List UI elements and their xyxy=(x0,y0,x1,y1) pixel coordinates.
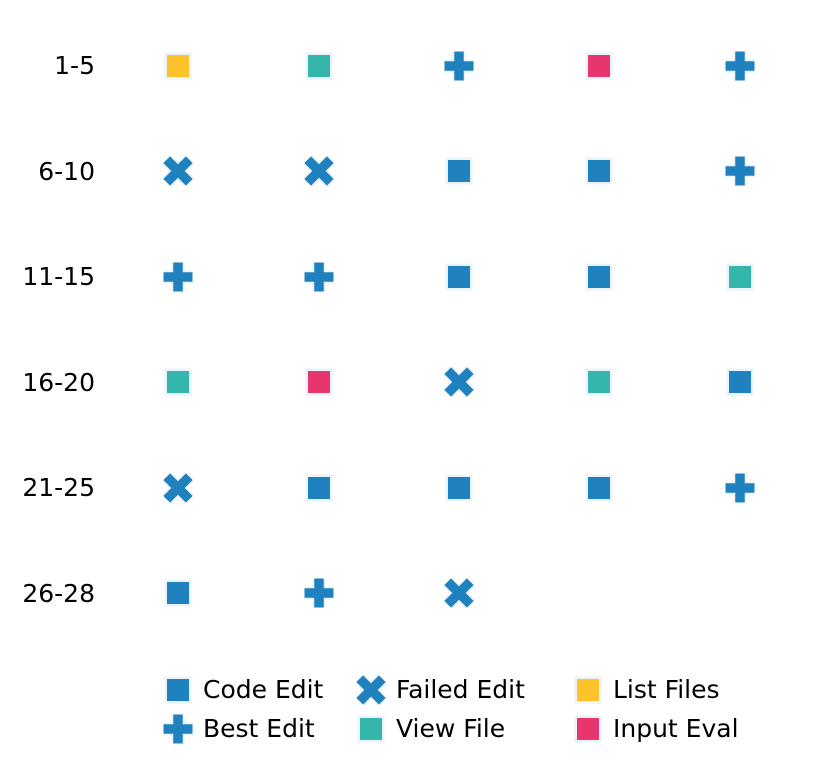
grid-cell xyxy=(529,435,669,541)
legend-label-list-files: List Files xyxy=(613,675,720,704)
grid-cell xyxy=(389,224,529,330)
view-file-square-icon xyxy=(164,368,192,396)
legend: Code Edit Failed Edit List Files Best Ed… xyxy=(0,670,825,748)
code-edit-square-icon xyxy=(445,474,473,502)
code-edit-square-icon xyxy=(585,263,613,291)
grid-cell xyxy=(248,330,388,436)
grid-cell xyxy=(248,224,388,330)
code-edit-square-icon xyxy=(585,474,613,502)
grid-row-16-20: 16-20 xyxy=(0,330,825,436)
row-label: 6-10 xyxy=(38,156,95,186)
best-edit-plus-icon xyxy=(725,156,755,186)
view-file-square-icon xyxy=(305,52,333,80)
row-label: 11-15 xyxy=(22,262,95,292)
input-eval-square-icon xyxy=(305,368,333,396)
view-file-square-icon xyxy=(726,263,754,291)
grid-cell xyxy=(248,13,388,119)
code-edit-square-icon xyxy=(164,676,192,703)
row-label: 16-20 xyxy=(22,367,95,397)
code-edit-square-icon xyxy=(585,157,613,185)
failed-edit-x-icon xyxy=(302,155,335,188)
grid-row-11-15: 11-15 xyxy=(0,224,825,330)
grid-cell xyxy=(108,224,248,330)
grid-cell xyxy=(108,435,248,541)
row-label: 21-25 xyxy=(22,473,95,503)
legend-row: Code Edit Failed Edit List Files xyxy=(161,670,825,709)
legend-row: Best Edit View File Input Eval xyxy=(161,709,825,748)
best-edit-plus-icon xyxy=(444,51,474,81)
best-edit-plus-icon xyxy=(725,473,755,503)
marker-grid: 1-5 6-10 11-15 16-20 xyxy=(0,13,825,646)
grid-cell xyxy=(248,119,388,225)
best-edit-plus-icon xyxy=(304,578,334,608)
grid-cell xyxy=(108,330,248,436)
grid-row-26-28: 26-28 xyxy=(0,541,825,647)
row-label: 1-5 xyxy=(54,51,95,81)
grid-cell xyxy=(670,119,810,225)
grid-cell xyxy=(670,435,810,541)
code-edit-square-icon xyxy=(726,368,754,396)
grid-cell xyxy=(108,541,248,647)
legend-label-view-file: View File xyxy=(396,714,506,743)
legend-label-code-edit: Code Edit xyxy=(203,675,324,704)
legend-entry-input-eval: Input Eval xyxy=(571,712,739,746)
grid-cell xyxy=(670,224,810,330)
code-edit-square-icon xyxy=(445,157,473,185)
grid-cell xyxy=(108,13,248,119)
grid-cell xyxy=(248,435,388,541)
input-eval-square-icon xyxy=(585,52,613,80)
best-edit-plus-icon xyxy=(163,262,193,292)
grid-cell xyxy=(389,435,529,541)
legend-entry-view-file: View File xyxy=(354,712,571,746)
grid-cell xyxy=(529,541,669,647)
best-edit-plus-icon xyxy=(163,714,193,743)
legend-entry-failed-edit: Failed Edit xyxy=(354,673,571,707)
view-file-square-icon xyxy=(585,368,613,396)
grid-cell xyxy=(389,13,529,119)
grid-cell xyxy=(529,330,669,436)
grid-cell xyxy=(529,119,669,225)
failed-edit-x-icon xyxy=(162,155,195,188)
list-files-square-icon xyxy=(574,676,602,703)
legend-label-best-edit: Best Edit xyxy=(203,714,315,743)
row-label: 26-28 xyxy=(22,578,95,608)
grid-cell xyxy=(529,13,669,119)
view-file-square-icon xyxy=(357,715,385,742)
grid-row-6-10: 6-10 xyxy=(0,119,825,225)
legend-entry-list-files: List Files xyxy=(571,673,720,707)
failed-edit-x-icon xyxy=(443,366,475,399)
grid-cell xyxy=(389,330,529,436)
best-edit-plus-icon xyxy=(304,262,334,292)
best-edit-plus-icon xyxy=(725,51,755,81)
code-edit-square-icon xyxy=(164,579,192,607)
failed-edit-x-icon xyxy=(355,673,387,706)
grid-row-21-25: 21-25 xyxy=(0,435,825,541)
grid-cell xyxy=(389,541,529,647)
grid-cell xyxy=(248,541,388,647)
legend-label-input-eval: Input Eval xyxy=(613,714,739,743)
grid-cell xyxy=(670,541,810,647)
legend-entry-code-edit: Code Edit xyxy=(161,673,354,707)
failed-edit-x-icon xyxy=(443,577,475,610)
grid-cell xyxy=(389,119,529,225)
input-eval-square-icon xyxy=(574,715,602,742)
grid-cell xyxy=(670,13,810,119)
grid-cell xyxy=(670,330,810,436)
legend-label-failed-edit: Failed Edit xyxy=(396,675,525,704)
failed-edit-x-icon xyxy=(162,471,195,504)
code-edit-square-icon xyxy=(445,263,473,291)
grid-cell xyxy=(529,224,669,330)
grid-cell xyxy=(108,119,248,225)
legend-entry-best-edit: Best Edit xyxy=(161,712,354,746)
grid-row-1-5: 1-5 xyxy=(0,13,825,119)
list-files-square-icon xyxy=(164,52,192,80)
code-edit-square-icon xyxy=(305,474,333,502)
